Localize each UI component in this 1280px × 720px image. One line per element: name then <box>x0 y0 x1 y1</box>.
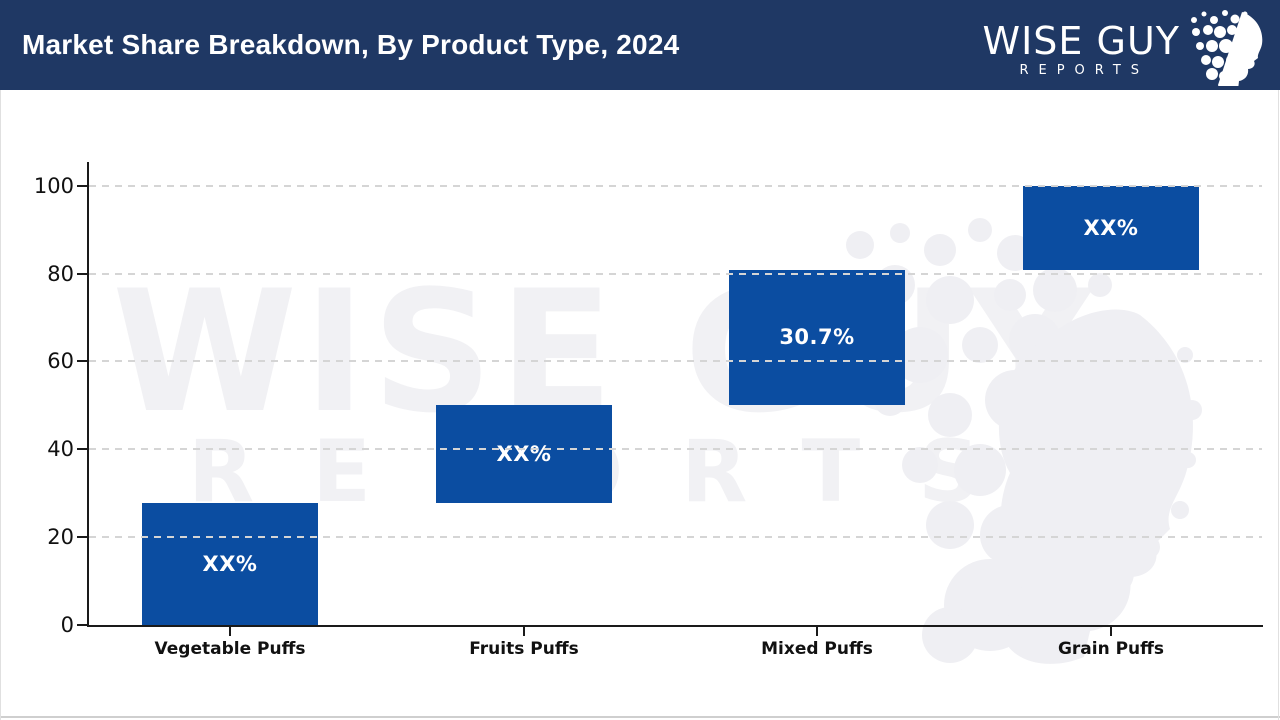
y-tick-60 <box>77 360 87 363</box>
x-category-label-2: Fruits Puffs <box>469 639 579 659</box>
wise-guy-reports-logo: WISE GUY REPORTS <box>983 6 1266 92</box>
y-tick-80 <box>77 272 87 275</box>
x-axis-line <box>87 625 1263 627</box>
logo-text: WISE GUY REPORTS <box>983 19 1180 78</box>
bar-mixed-puffs: 30.7% <box>729 269 905 405</box>
gridline-80 <box>89 272 1262 275</box>
window-border-bottom <box>0 716 1280 718</box>
bar-value-label: XX% <box>1083 215 1139 240</box>
y-tick-label-100: 100 <box>33 173 74 198</box>
y-tick-label-40: 40 <box>47 437 74 462</box>
gridline-40 <box>89 448 1262 451</box>
y-tick-100 <box>77 184 87 187</box>
header-band: Market Share Breakdown, By Product Type,… <box>0 0 1280 92</box>
logo-wordmark: WISE GUY <box>982 18 1180 63</box>
x-tick-4 <box>1110 627 1112 636</box>
y-tick-0 <box>77 624 87 626</box>
x-category-label-1: Vegetable Puffs <box>154 639 306 659</box>
y-tick-label-20: 20 <box>47 525 74 550</box>
logo-subtext: REPORTS <box>1019 62 1150 78</box>
x-category-label-4: Grain Puffs <box>1057 639 1165 659</box>
y-tick-label-60: 60 <box>47 349 74 374</box>
x-category-label-3: Mixed Puffs <box>761 639 873 659</box>
bar-value-label: 30.7% <box>779 325 855 350</box>
gridline-20 <box>89 536 1262 539</box>
gridline-60 <box>89 360 1262 363</box>
bar-value-label: XX% <box>496 441 552 466</box>
bar-fruits-puffs: XX% <box>436 404 612 504</box>
bar-vegetable-puffs: XX% <box>142 503 318 625</box>
bar-grain-puffs: XX% <box>1023 185 1199 270</box>
window-border-right <box>1278 90 1279 720</box>
bar-value-label: XX% <box>202 552 258 577</box>
logo-head-icon <box>1182 6 1266 92</box>
y-tick-label-80: 80 <box>47 261 74 286</box>
y-tick-label-0: 0 <box>60 613 74 637</box>
y-axis-spine <box>87 162 89 627</box>
x-tick-3 <box>816 627 818 636</box>
gridline-100 <box>89 184 1262 187</box>
page-title: Market Share Breakdown, By Product Type,… <box>22 29 680 60</box>
y-tick-20 <box>77 536 87 539</box>
x-tick-1 <box>229 627 231 636</box>
window-border-left <box>0 90 1 720</box>
y-tick-40 <box>77 448 87 451</box>
x-tick-2 <box>523 627 525 636</box>
